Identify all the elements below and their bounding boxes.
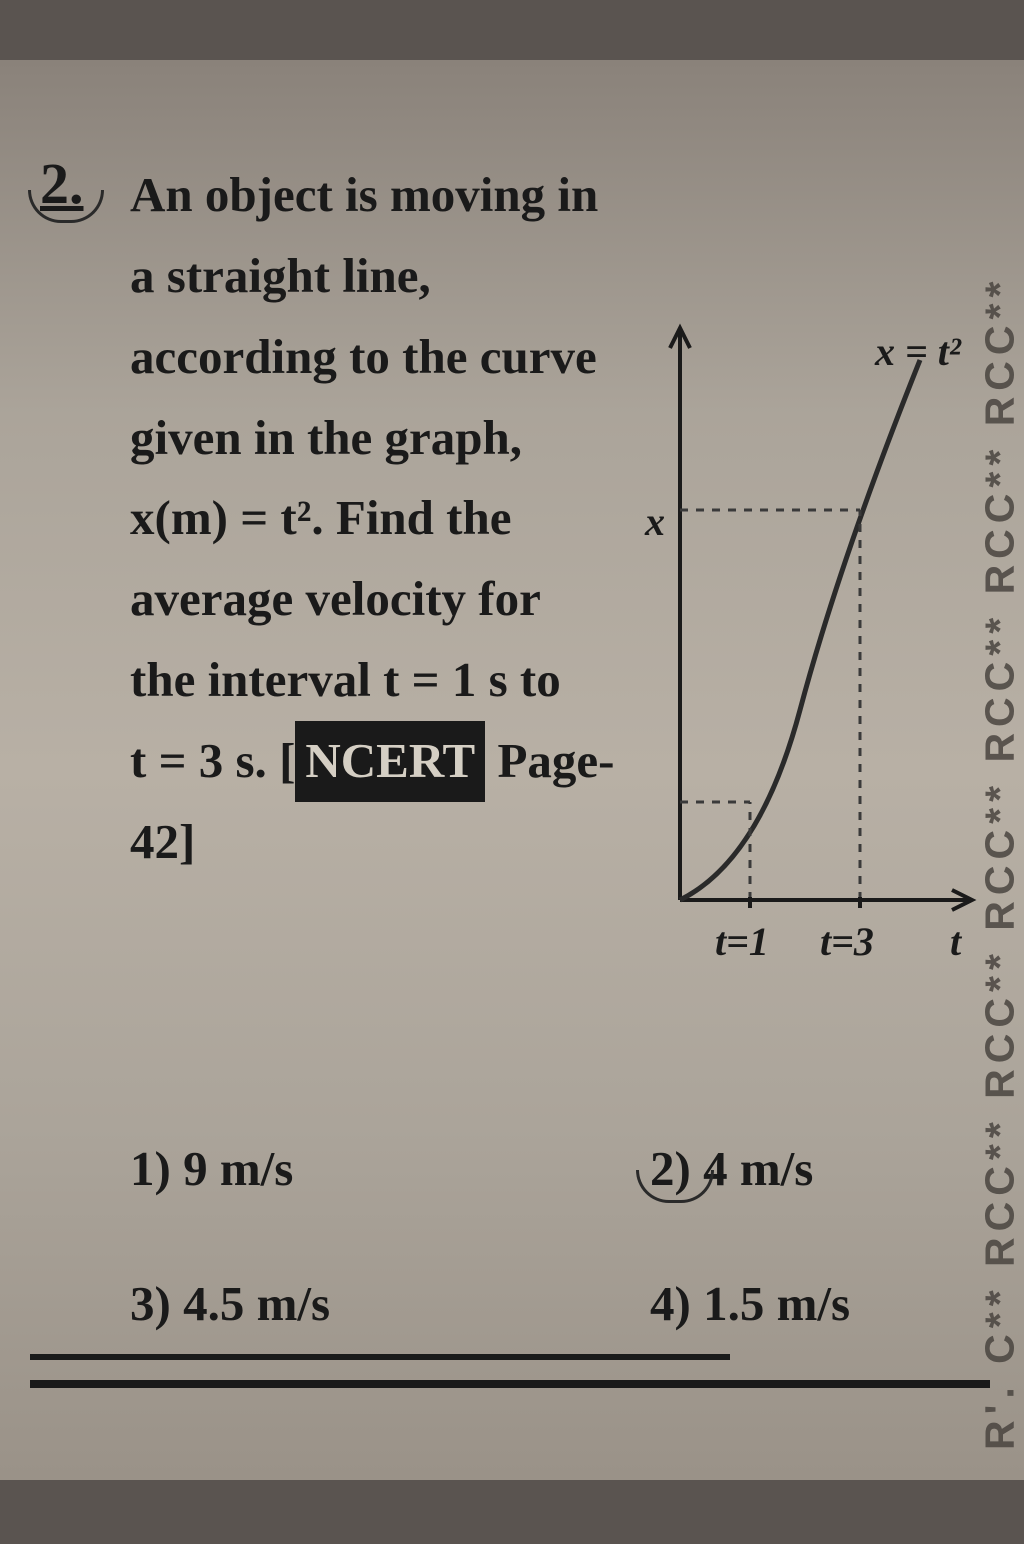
question-text: An object is moving in a straight line, … — [130, 155, 640, 883]
q-line-5: x(m) = t². Find the — [130, 490, 512, 545]
option-2: 2) 4 m/s — [650, 1140, 1010, 1197]
divider-line-2 — [30, 1380, 990, 1388]
options-row-1: 1) 9 m/s 2) 4 m/s — [130, 1140, 1010, 1197]
option-3: 3) 4.5 m/s — [130, 1275, 650, 1332]
options-row-2: 3) 4.5 m/s 4) 1.5 m/s — [130, 1275, 1010, 1332]
tick-label-t1: t=1 — [715, 919, 769, 964]
x-axis-label: t — [950, 919, 963, 964]
q-line-6: average velocity for — [130, 571, 541, 626]
option-4: 4) 1.5 m/s — [650, 1275, 1010, 1332]
graph-chart: x x = t² t=1 t=3 t — [640, 300, 990, 1000]
q-line-4: given in the graph, — [130, 410, 522, 465]
tick-label-t3: t=3 — [820, 919, 874, 964]
q-line-7: the interval t = 1 s to — [130, 652, 561, 707]
page-background: 2. An object is moving in a straight lin… — [0, 60, 1024, 1480]
q-line-3: according to the curve — [130, 329, 597, 384]
divider-line-1 — [30, 1354, 730, 1360]
watermark-text: R'. C** RCC** RCC** RCC** RCC** RCC** RC… — [970, 60, 1024, 1480]
option-1: 1) 9 m/s — [130, 1140, 650, 1197]
q-line-8: t = 3 s. — [130, 733, 267, 788]
q-line-1: An object is moving in — [130, 167, 598, 222]
parabola-curve — [680, 360, 920, 900]
curve-label: x = t² — [874, 329, 962, 374]
ncert-badge: NCERT — [295, 721, 485, 802]
question-number: 2. — [40, 150, 84, 217]
q-line-2: a straight line, — [130, 248, 431, 303]
option-2-marked: 2) 4 m/s — [650, 1140, 813, 1197]
y-axis-label: x — [644, 499, 665, 544]
